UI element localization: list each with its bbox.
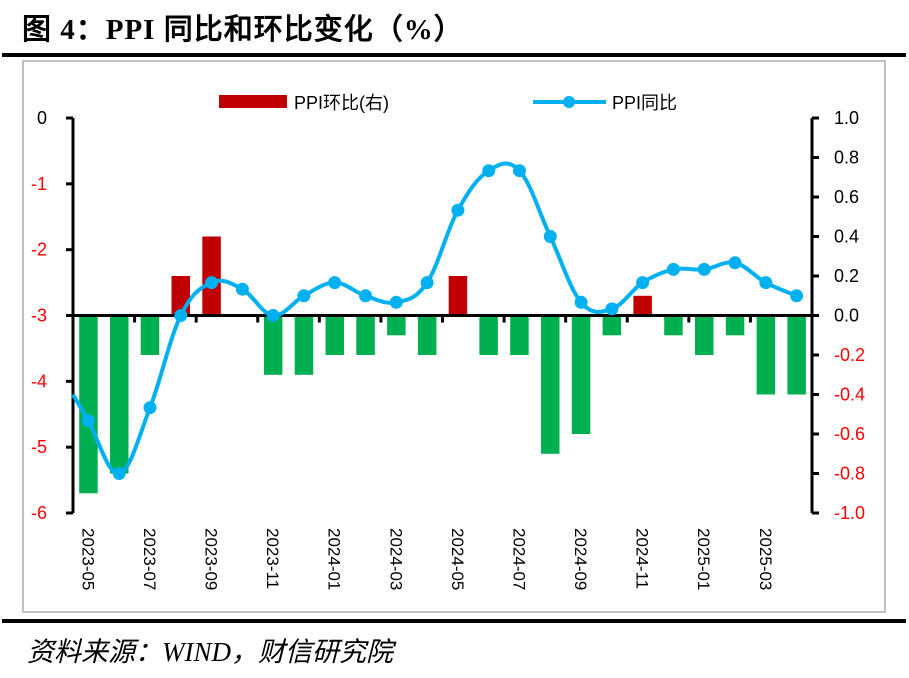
left-axis-tick-label: -2 [31, 240, 47, 260]
figure-title: 图 4：PPI 同比和环比变化（%） [22, 14, 464, 46]
x-axis-tick-label: 2024-07 [510, 528, 529, 590]
bottom-rule [2, 619, 906, 623]
source-note: 资料来源：WIND，财信研究院 [27, 637, 393, 667]
x-axis-tick-label: 2024-03 [386, 528, 405, 590]
x-axis-tick-label: 2024-09 [571, 528, 590, 590]
mom-bar-2023-12 [294, 315, 314, 375]
yoy-point-2023-08 [174, 309, 188, 322]
mom-bar-2025-04 [787, 315, 806, 395]
x-axis-tick-label: 2024-05 [448, 528, 467, 590]
mom-bar-2024-12 [664, 315, 683, 336]
right-axis-tick-label: -0.2 [834, 345, 865, 365]
yoy-point-2023-07 [143, 401, 157, 415]
mom-bars [79, 236, 806, 494]
legend-label-yoy: PPI同比 [612, 93, 677, 113]
yoy-point-2023-10 [235, 282, 249, 296]
left-axis-tick-label: -3 [31, 306, 47, 326]
right-axis-tick-label: 0.0 [834, 306, 859, 326]
yoy-point-2025-04 [790, 289, 804, 303]
x-axis-tick-label: 2023-09 [202, 528, 221, 590]
yoy-point-2023-05 [81, 414, 95, 428]
x-axis-tick-label: 2024-01 [325, 528, 344, 590]
yoy-point-2025-01 [697, 262, 711, 276]
mom-bar-2024-08 [541, 315, 560, 454]
left-axis-tick-label: -5 [31, 437, 47, 457]
yoy-point-2024-11 [636, 276, 650, 290]
yoy-point-2023-11 [266, 309, 280, 322]
x-axis-tick-label: 2023-07 [140, 528, 159, 590]
mom-bar-2024-01 [325, 315, 344, 355]
mom-bar-2024-03 [387, 315, 406, 336]
yoy-point-2023-06 [112, 467, 126, 480]
yoy-point-2024-01 [328, 276, 342, 290]
left-axis-tick-label: -4 [31, 371, 47, 391]
yoy-point-2024-07 [513, 164, 526, 178]
right-axis-tick-label: 0.2 [834, 266, 859, 286]
mom-bar-2023-07 [140, 315, 160, 355]
left-axis-tick-label: 0 [37, 108, 47, 128]
right-axis-tick-label: 1.0 [834, 108, 859, 128]
legend-swatch-mom [219, 95, 287, 108]
right-axis-tick-label: -0.6 [834, 424, 865, 444]
x-axis-tick-label: 2025-01 [694, 528, 713, 590]
yoy-point-2024-05 [451, 203, 465, 217]
mom-bar-2024-10 [602, 315, 622, 336]
mom-bar-2025-03 [756, 315, 776, 395]
right-axis-tick-label: -0.4 [834, 385, 865, 405]
right-axis-tick-label: 0.4 [834, 227, 859, 247]
yoy-point-2024-03 [389, 295, 403, 309]
legend-swatch-yoy-marker [563, 96, 575, 108]
mom-bar-2024-06 [479, 315, 498, 355]
right-axis-tick-label: 0.6 [834, 187, 859, 207]
yoy-point-2024-12 [666, 262, 680, 276]
yoy-point-2024-08 [543, 230, 557, 243]
x-axis-tick-label: 2024-11 [633, 528, 652, 589]
x-axis-tick-label: 2023-05 [78, 528, 97, 590]
mom-bar-2024-05 [448, 276, 468, 316]
left-axis-tick-label: -6 [31, 503, 47, 523]
legend-label-mom: PPI环比(右) [294, 93, 389, 113]
yoy-point-2023-09 [205, 276, 219, 290]
x-axis-tick-label: 2025-03 [756, 528, 775, 590]
mom-bar-2024-11 [633, 295, 652, 316]
mom-bar-2023-11 [263, 315, 283, 375]
yoy-point-2024-10 [605, 302, 619, 316]
mom-bar-2024-09 [571, 315, 591, 434]
mom-bar-2024-07 [510, 315, 529, 355]
yoy-point-2025-02 [728, 256, 742, 270]
right-axis-tick-label: -0.8 [834, 464, 865, 484]
yoy-point-2024-04 [420, 276, 434, 290]
yoy-point-2024-06 [482, 164, 496, 178]
yoy-point-2024-09 [574, 295, 588, 309]
axes: 0 -1 -2 -3 -4 -5 -6 1.0 0.8 0.6 0.4 0.2 0.0 -0.2 -0.4 -… [31, 108, 865, 590]
mom-bar-2023-05 [79, 315, 98, 494]
mom-bar-2024-04 [417, 315, 437, 355]
left-axis-tick-label: -1 [31, 174, 47, 194]
mom-bar-2025-01 [695, 315, 714, 355]
mom-bar-2024-02 [356, 315, 375, 355]
right-axis-tick-label: -1.0 [834, 503, 865, 523]
legend: PPI环比(右) PPI同比 [219, 93, 677, 113]
chart-frame [22, 60, 886, 613]
mom-bar-2023-06 [110, 315, 129, 474]
yoy-point-2025-03 [759, 276, 773, 290]
x-axis-tick-label: 2023-11 [263, 528, 282, 589]
mom-bar-2023-09 [202, 236, 221, 316]
yoy-line-group [71, 161, 804, 480]
right-axis-tick-label: 0.8 [834, 148, 859, 168]
yoy-point-2024-02 [359, 289, 372, 303]
top-rule [2, 53, 906, 57]
mom-bar-2025-02 [725, 315, 745, 336]
yoy-point-2023-12 [297, 289, 311, 303]
